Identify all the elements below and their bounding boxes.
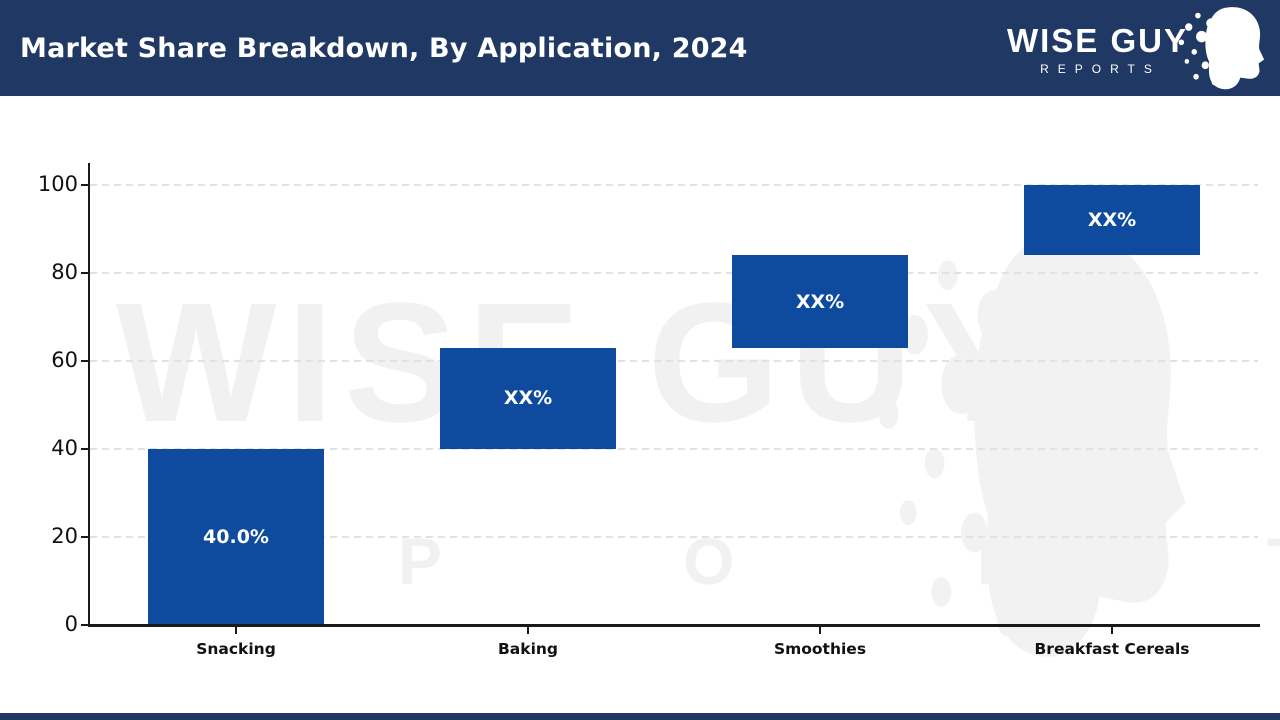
x-tick <box>527 625 529 634</box>
y-tick-label: 20 <box>51 524 78 548</box>
x-tick <box>819 625 821 634</box>
logo-wordmark: WISE GUY REPORTS <box>1007 22 1188 76</box>
y-axis-spine <box>88 163 90 625</box>
x-tick-label: Baking <box>497 640 559 658</box>
gridline <box>90 360 1258 362</box>
y-tick <box>81 360 90 362</box>
y-tick-label: 60 <box>51 348 78 372</box>
bar: XX% <box>732 255 908 348</box>
y-tick <box>81 184 90 186</box>
bar: 40.0% <box>148 449 324 625</box>
x-axis-spine <box>88 624 1260 627</box>
logo-wiseguy-label: WISE GUY <box>1006 22 1188 59</box>
y-tick-label: 0 <box>64 612 78 636</box>
gridline <box>90 448 1258 450</box>
logo-face-icon <box>1178 7 1265 90</box>
y-tick-label: 80 <box>51 260 78 284</box>
bar-value-label: XX% <box>795 290 845 313</box>
x-tick-label: Smoothies <box>773 640 867 658</box>
watermark-face-icon <box>878 231 1186 657</box>
y-tick <box>81 536 90 538</box>
plot-area: WISE GUY P O R T S 02040608010040.0%Snac… <box>0 96 1280 713</box>
bar: XX% <box>1024 185 1200 256</box>
y-tick <box>81 272 90 274</box>
chart-title: Market Share Breakdown, By Application, … <box>20 32 748 64</box>
x-tick-label: Snacking <box>196 640 276 658</box>
header-bar: Market Share Breakdown, By Application, … <box>0 0 1280 96</box>
wiseguy-logo: WISE GUY REPORTS <box>1007 6 1266 92</box>
x-tick <box>1111 625 1113 634</box>
x-tick-label: Breakfast Cereals <box>1034 640 1190 658</box>
gridline <box>90 184 1258 186</box>
bar: XX% <box>440 347 616 449</box>
y-tick <box>81 624 90 626</box>
bar-value-label: 40.0% <box>203 526 269 548</box>
footer-bar <box>0 713 1280 720</box>
y-tick-label: 100 <box>37 172 78 196</box>
gridline <box>90 536 1258 538</box>
gridline <box>90 272 1258 274</box>
y-tick-label: 40 <box>51 436 78 460</box>
bar-value-label: XX% <box>1087 209 1137 232</box>
y-tick <box>81 448 90 450</box>
logo-reports-label: REPORTS <box>1040 62 1161 76</box>
bar-value-label: XX% <box>503 387 553 410</box>
x-tick <box>235 625 237 634</box>
